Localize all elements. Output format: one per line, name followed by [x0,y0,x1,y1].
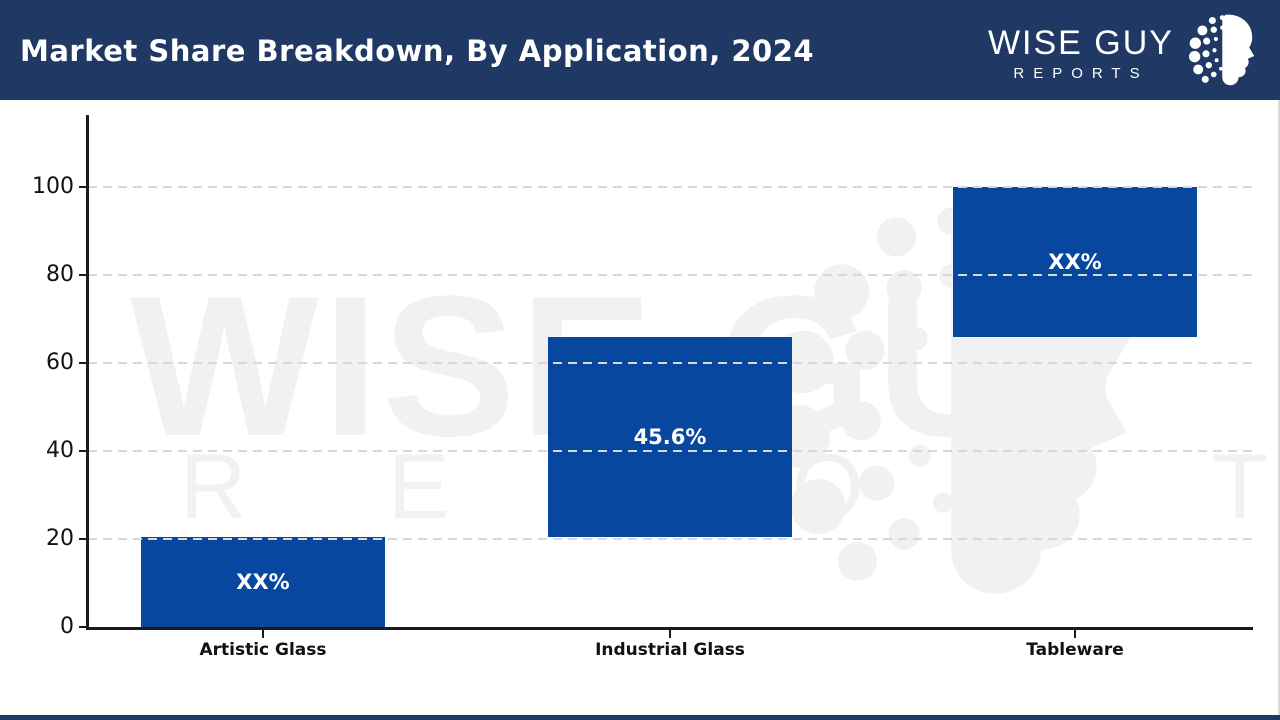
y-axis-line [86,115,89,630]
y-tick-label: 80 [46,262,74,287]
gridline [88,538,1253,540]
bar-tableware: XX% [953,187,1197,337]
y-tick-mark [79,186,87,188]
gridline [88,362,1253,364]
bar-value-label: XX% [1048,249,1102,274]
y-tick-label: 100 [32,174,74,199]
logo-face-icon [1188,14,1255,86]
x-axis-category-label: Industrial Glass [595,640,745,660]
x-axis-category-label: Artistic Glass [199,640,327,660]
logo-subtitle: REPORTS [1013,65,1149,82]
y-tick-mark [79,274,87,276]
y-tick-label: 40 [46,438,74,463]
watermark-face-icon [767,204,1127,594]
chart-plot-area: 0 20 40 60 80 100 XX% Artistic Glass 45.6% Indust… [0,100,1280,716]
y-tick-mark [79,538,87,540]
y-tick-mark [79,362,87,364]
y-tick-label: 60 [46,350,74,375]
gridline [88,274,1253,276]
x-tick-mark [262,630,264,638]
y-tick-label: 20 [46,526,74,551]
logo-wordmark: WISE GUY [987,24,1174,62]
bar-value-label: XX% [236,570,290,595]
x-tick-mark [669,630,671,638]
bar-industrial-glass: 45.6% [548,336,792,538]
y-tick-mark [79,450,87,452]
x-axis-line [88,627,1253,630]
y-tick-mark [79,626,87,628]
bar-artistic-glass: XX% [141,537,385,627]
y-tick-label: 0 [60,614,74,639]
chart-title: Market Share Breakdown, By Application, … [20,34,815,68]
footer-accent-bar [0,715,1280,720]
x-axis-category-label: Tableware [1026,640,1124,660]
logo-text: WISE GUY REPORTS [988,24,1174,82]
wiseguy-reports-logo: WISE GUY REPORTS [972,8,1262,94]
header-band: Market Share Breakdown, By Application, … [0,0,1280,100]
gridline [88,186,1253,188]
bar-value-label: 45.6% [633,424,707,449]
gridline [88,450,1253,452]
x-tick-mark [1074,630,1076,638]
